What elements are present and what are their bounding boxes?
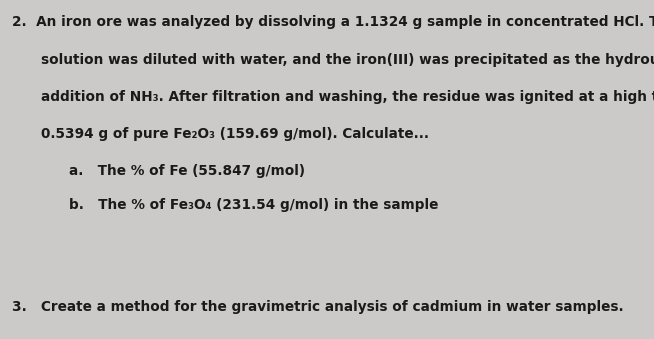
Text: 3.   Create a method for the gravimetric analysis of cadmium in water samples.: 3. Create a method for the gravimetric a…	[12, 300, 623, 314]
Text: addition of NH₃. After filtration and washing, the residue was ignited at a high: addition of NH₃. After filtration and wa…	[41, 90, 654, 104]
Text: 0.5394 g of pure Fe₂O₃ (159.69 g/mol). Calculate...: 0.5394 g of pure Fe₂O₃ (159.69 g/mol). C…	[41, 127, 428, 141]
Text: solution was diluted with water, and the iron(III) was precipitated as the hydro: solution was diluted with water, and the…	[41, 53, 654, 66]
Text: a.   The % of Fe (55.847 g/mol): a. The % of Fe (55.847 g/mol)	[69, 164, 305, 178]
Text: 2.  An iron ore was analyzed by dissolving a 1.1324 g sample in concentrated HCl: 2. An iron ore was analyzed by dissolvin…	[12, 15, 654, 29]
Text: b.   The % of Fe₃O₄ (231.54 g/mol) in the sample: b. The % of Fe₃O₄ (231.54 g/mol) in the …	[69, 198, 438, 212]
